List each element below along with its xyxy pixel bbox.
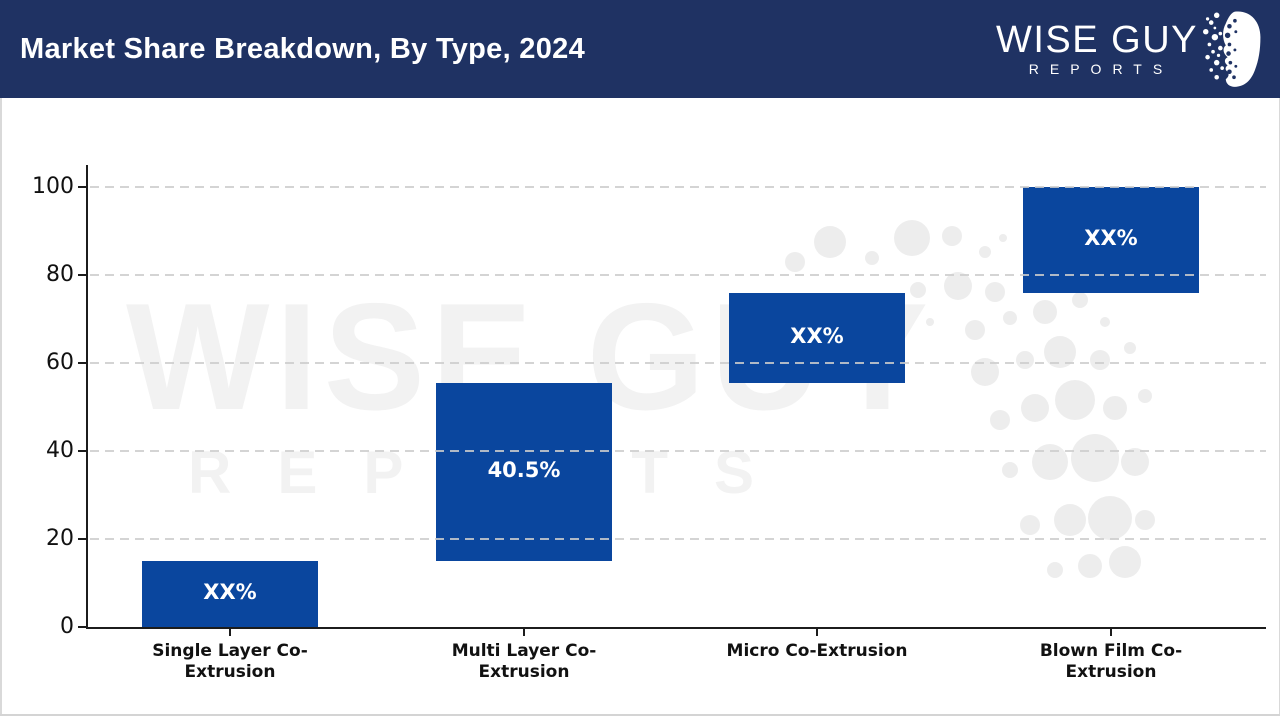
- bar-value-label: 40.5%: [487, 457, 561, 482]
- wiseguy-logo: WISE GUY REPORTS: [996, 8, 1266, 90]
- x-category-label: Single Layer Co- Extrusion: [152, 641, 308, 682]
- page-title: Market Share Breakdown, By Type, 2024: [20, 32, 586, 65]
- logo-subtext: REPORTS: [1028, 61, 1174, 78]
- x-tick: [816, 629, 818, 636]
- y-tick-label: 0: [60, 614, 74, 639]
- x-category-label: Micro Co-Extrusion: [726, 641, 908, 661]
- bar-segment: [729, 292, 905, 383]
- bar-segment: [142, 561, 318, 627]
- y-tick: [78, 626, 86, 628]
- logo-text: WISE GUY REPORTS: [995, 18, 1198, 78]
- x-tick: [523, 629, 525, 636]
- x-category-label: Multi Layer Co- Extrusion: [451, 641, 597, 682]
- header: Market Share Breakdown, By Type, 2024 WI…: [0, 0, 1280, 98]
- y-tick-label: 20: [46, 526, 74, 551]
- grid-line: [90, 538, 1266, 540]
- bar-value-label: XX%: [790, 323, 844, 348]
- grid-line: [90, 450, 1266, 452]
- y-axis-line: [86, 165, 88, 629]
- x-category-label: Blown Film Co- Extrusion: [1039, 641, 1183, 682]
- grid-line: [90, 274, 1266, 276]
- y-tick: [78, 450, 86, 452]
- y-tick-label: 40: [46, 438, 74, 463]
- logo-wordmark: WISE GUY: [995, 18, 1198, 61]
- bar-value-label: XX%: [203, 580, 257, 604]
- x-tick: [1110, 629, 1112, 636]
- bar-value-label: XX%: [1084, 225, 1138, 250]
- grid-line: [90, 186, 1266, 188]
- y-tick-label: 80: [46, 262, 74, 287]
- x-axis-line: [86, 627, 1266, 629]
- y-tick-label: 100: [32, 174, 74, 199]
- y-tick: [78, 274, 86, 276]
- y-tick: [78, 186, 86, 188]
- y-tick: [78, 362, 86, 364]
- y-tick-label: 60: [46, 350, 74, 375]
- logo-face-icon: [1203, 11, 1261, 87]
- grid-line: [90, 362, 1266, 364]
- bottom-border: [0, 714, 1280, 716]
- x-tick: [229, 629, 231, 636]
- bar-segment: [436, 382, 612, 561]
- y-tick: [78, 538, 86, 540]
